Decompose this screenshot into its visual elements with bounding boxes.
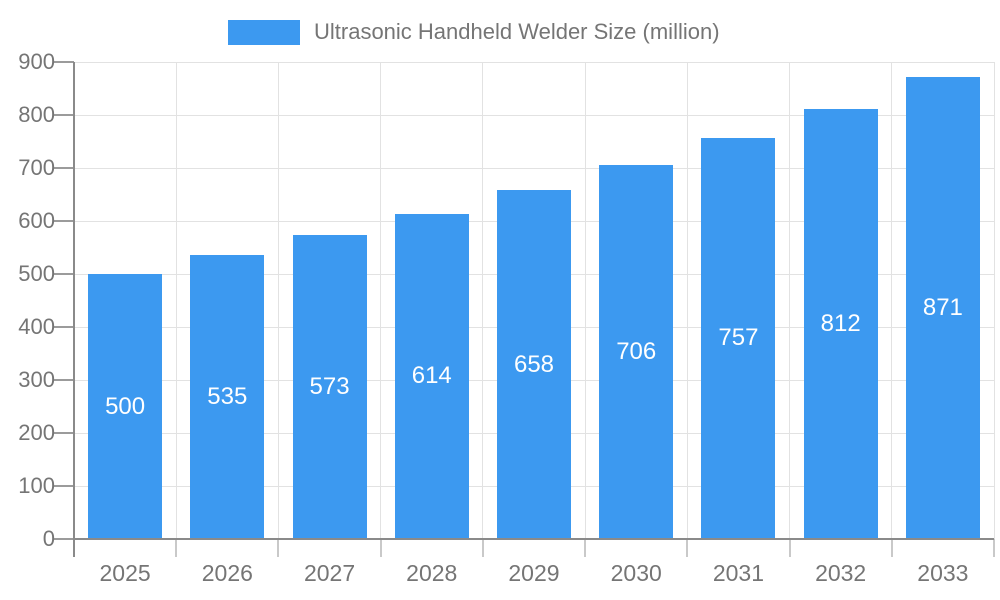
y-tick-label: 900 xyxy=(18,49,55,74)
legend-item[interactable]: Ultrasonic Handheld Welder Size (million… xyxy=(228,19,720,45)
x-tick xyxy=(379,539,382,557)
bar xyxy=(190,255,265,539)
x-tick-label: 2033 xyxy=(917,560,969,586)
x-tick-label: 2031 xyxy=(712,560,765,586)
y-tick xyxy=(54,326,74,328)
y-tick-label: 600 xyxy=(18,208,55,233)
legend-swatch xyxy=(228,19,300,45)
bar xyxy=(88,274,163,539)
x-gridline xyxy=(175,62,177,539)
bar-value-label: 871 xyxy=(922,294,963,322)
bar-value-label: 573 xyxy=(309,373,350,401)
y-gridline xyxy=(74,167,994,169)
y-tick xyxy=(54,114,74,116)
bar-value-label: 757 xyxy=(718,324,759,352)
x-tick xyxy=(788,539,791,557)
x-gridline xyxy=(482,62,484,539)
y-tick-label: 300 xyxy=(18,367,55,392)
y-tick xyxy=(54,432,74,434)
y-tick xyxy=(54,379,74,381)
bar xyxy=(599,164,674,539)
bar xyxy=(701,137,776,539)
x-tick xyxy=(584,539,587,557)
x-tick-label: 2032 xyxy=(815,560,867,586)
y-gridline xyxy=(74,114,994,116)
x-tick-label: 2028 xyxy=(406,560,458,586)
x-gridline xyxy=(891,62,893,539)
bar-value-label: 706 xyxy=(616,337,657,365)
x-tick xyxy=(890,539,893,557)
y-tick-label: 0 xyxy=(42,526,55,551)
x-tick-label: 2025 xyxy=(99,560,151,586)
bar-value-label: 658 xyxy=(513,350,555,378)
bar xyxy=(497,190,571,539)
x-gridline xyxy=(686,62,688,539)
bar-value-label: 812 xyxy=(820,309,861,337)
x-tick xyxy=(175,539,178,557)
bar-value-label: 535 xyxy=(207,383,248,411)
x-tick xyxy=(993,539,995,557)
x-gridline xyxy=(277,62,279,539)
y-tick-label: 400 xyxy=(18,314,55,339)
y-tick xyxy=(54,220,74,222)
y-tick xyxy=(54,167,74,169)
x-tick xyxy=(277,539,280,557)
x-tick-label: 2029 xyxy=(508,560,560,586)
bar xyxy=(905,77,980,539)
x-tick-label: 2027 xyxy=(303,560,356,586)
x-tick-label: 2026 xyxy=(201,560,253,586)
y-tick-label: 200 xyxy=(18,420,55,445)
y-tick xyxy=(54,61,74,63)
x-tick xyxy=(73,539,75,557)
y-tick-label: 500 xyxy=(18,261,55,286)
y-tick xyxy=(54,485,74,487)
bar-value-label: 500 xyxy=(105,392,146,420)
y-tick-label: 100 xyxy=(18,473,55,498)
bar xyxy=(292,235,367,539)
y-tick-label: 800 xyxy=(18,102,55,127)
x-axis-line xyxy=(73,538,994,540)
y-gridline xyxy=(74,61,994,63)
x-gridline xyxy=(584,62,586,539)
x-gridline xyxy=(380,62,382,539)
y-tick xyxy=(54,273,74,275)
bar-value-label: 614 xyxy=(411,362,452,390)
y-axis-line xyxy=(73,62,75,539)
bar xyxy=(803,108,878,539)
legend-label: Ultrasonic Handheld Welder Size (million… xyxy=(314,19,720,44)
y-tick xyxy=(54,538,74,540)
x-gridline xyxy=(993,62,995,539)
x-gridline xyxy=(789,62,791,539)
x-tick xyxy=(686,539,689,557)
x-tick-label: 2030 xyxy=(610,560,662,586)
x-tick xyxy=(481,539,484,557)
bar xyxy=(394,213,469,539)
y-tick-label: 700 xyxy=(18,155,55,180)
